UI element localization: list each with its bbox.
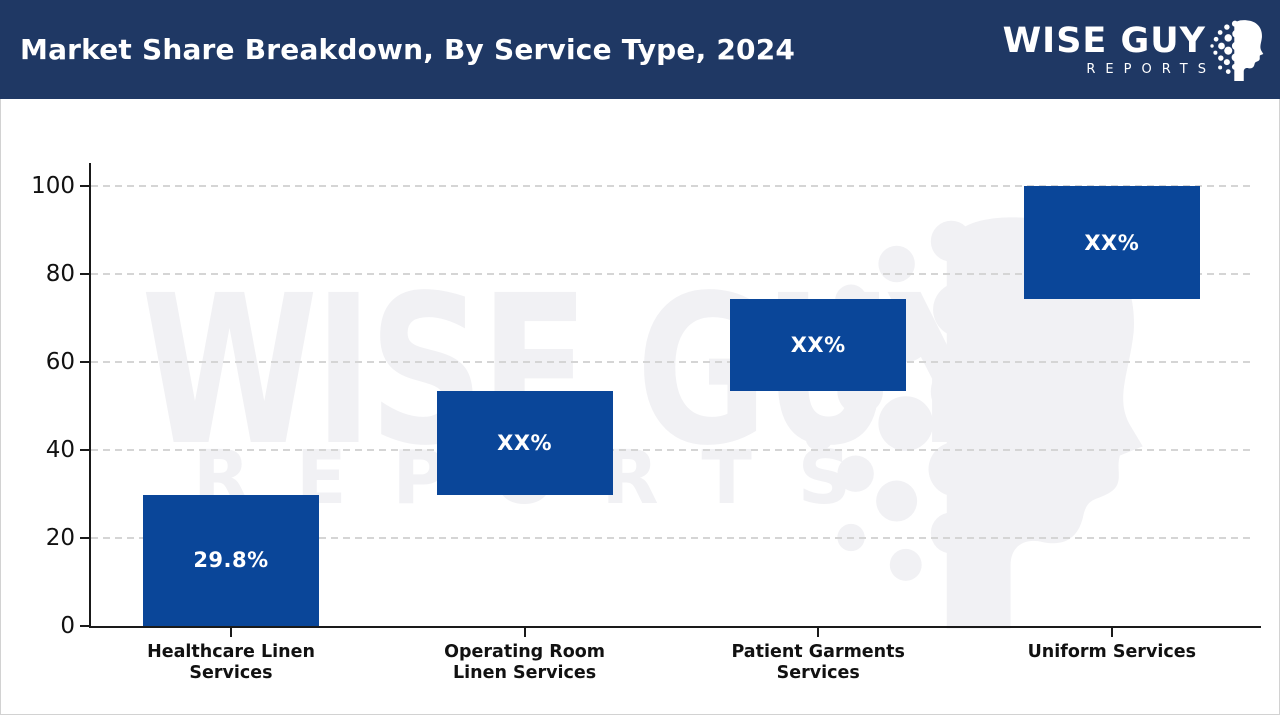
wise-guy-logo: WISE GUY REPORTS bbox=[1003, 4, 1266, 96]
chart-title: Market Share Breakdown, By Service Type,… bbox=[20, 33, 796, 66]
y-axis-tick-label: 100 bbox=[31, 173, 75, 199]
bar-segment-1: 29.8% bbox=[143, 494, 319, 626]
y-axis-tick-label: 20 bbox=[45, 525, 75, 551]
gridline-y-40 bbox=[91, 449, 1251, 451]
bar-value-label: 29.8% bbox=[193, 548, 269, 573]
y-axis-spine bbox=[89, 163, 91, 628]
y-axis-tick-mark bbox=[80, 185, 91, 187]
gridline-y-80 bbox=[91, 273, 1251, 275]
y-axis-tick-mark bbox=[80, 273, 91, 275]
bar-segment-3: XX% bbox=[730, 299, 907, 391]
bar-value-label: XX% bbox=[790, 332, 846, 357]
y-axis-tick-label: 80 bbox=[45, 261, 75, 287]
y-axis-tick-mark bbox=[80, 449, 91, 451]
y-axis-tick-mark bbox=[80, 361, 91, 363]
logo-face-icon bbox=[1210, 19, 1264, 81]
bar-segment-4: XX% bbox=[1023, 186, 1200, 300]
logo-subtext: REPORTS bbox=[1086, 61, 1216, 77]
x-axis-tick-mark bbox=[1110, 628, 1113, 637]
bar-segment-2: XX% bbox=[436, 390, 613, 495]
logo-text: WISE GUY REPORTS bbox=[1003, 23, 1206, 77]
bar-value-label: XX% bbox=[497, 430, 553, 455]
x-axis-category-label: Uniform Services bbox=[1027, 642, 1197, 662]
chart-area: WISE GUY REPORTS 02040608010029.8%Health… bbox=[0, 99, 1280, 715]
bar-value-label: XX% bbox=[1084, 230, 1140, 255]
y-axis-tick-label: 60 bbox=[45, 349, 75, 375]
x-axis-tick-mark bbox=[523, 628, 526, 637]
header-bar: Market Share Breakdown, By Service Type,… bbox=[0, 0, 1280, 99]
y-axis-tick-label: 40 bbox=[45, 437, 75, 463]
y-axis-tick-label: 0 bbox=[60, 613, 75, 639]
x-axis-category-label: Healthcare Linen Services bbox=[147, 642, 315, 683]
x-axis-category-label: Operating Room Linen Services bbox=[444, 642, 606, 683]
x-axis-spine bbox=[89, 626, 1261, 628]
gridline-y-100 bbox=[91, 185, 1251, 187]
y-axis-tick-mark bbox=[80, 625, 91, 627]
y-axis-tick-mark bbox=[80, 537, 91, 539]
x-axis-category-label: Patient Garments Services bbox=[731, 642, 905, 683]
x-axis-tick-mark bbox=[230, 628, 232, 637]
gridline-y-20 bbox=[91, 537, 1251, 539]
x-axis-tick-mark bbox=[817, 628, 820, 637]
plot-area: 0 20 40 60 80 100 29.8% Healthcare Linen Service… bbox=[1, 99, 1279, 714]
gridline-y-60 bbox=[91, 361, 1251, 363]
logo-wordmark: WISE GUY bbox=[1002, 20, 1206, 61]
